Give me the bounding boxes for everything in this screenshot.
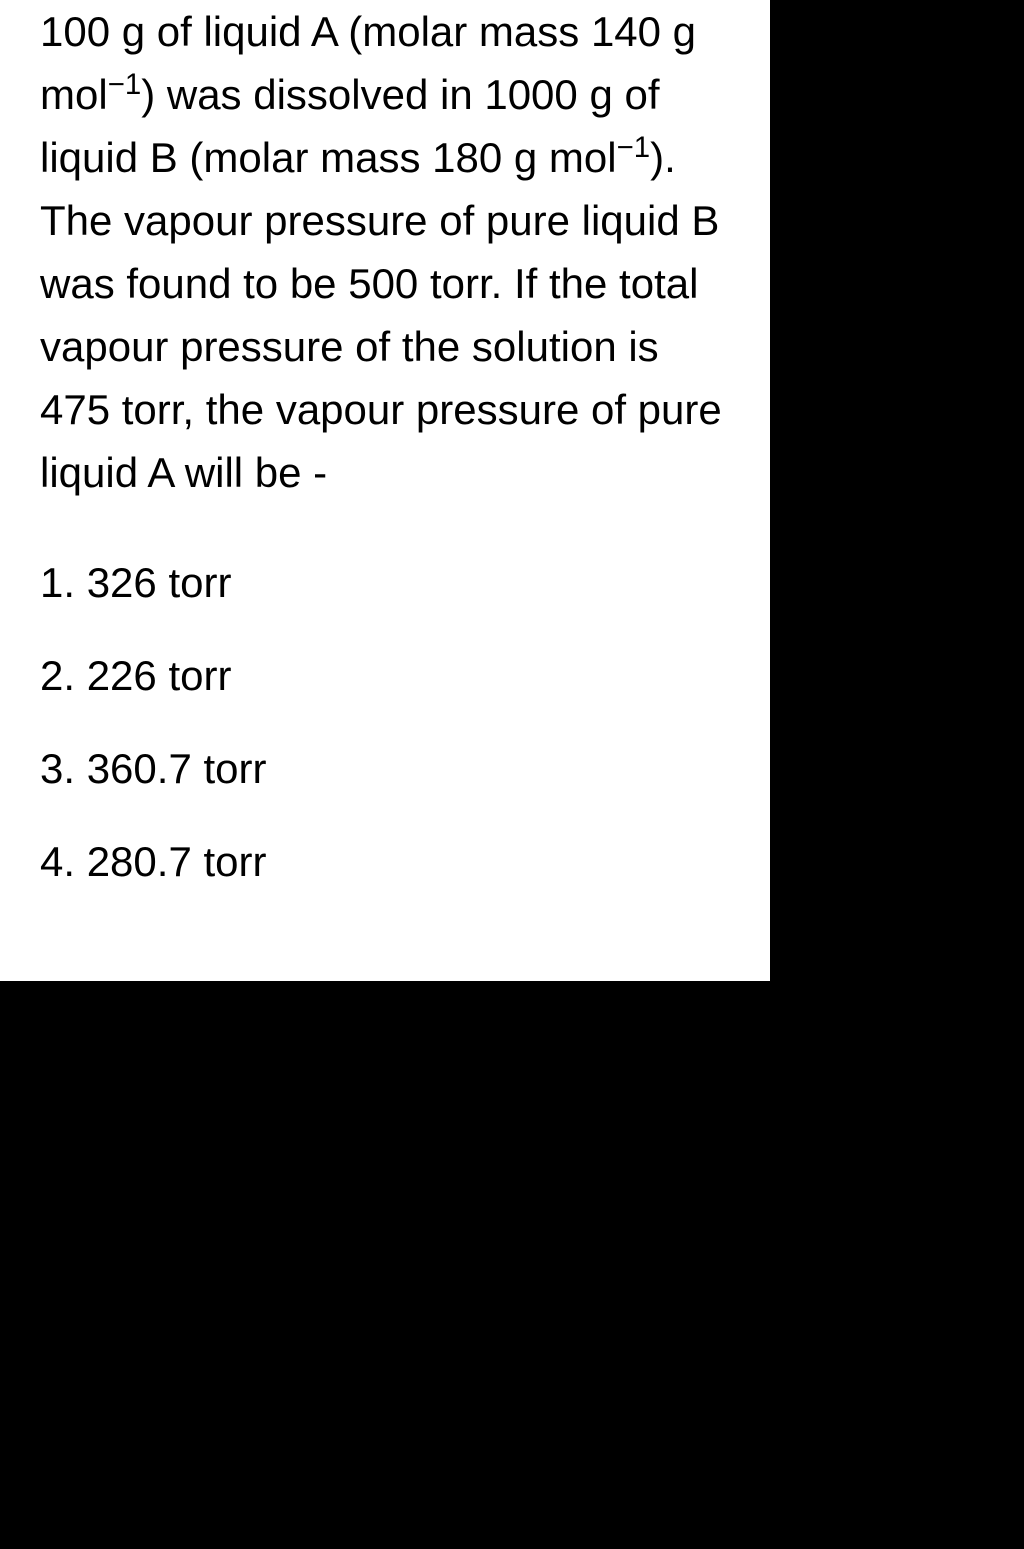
- option-text: 360.7 torr: [87, 745, 267, 792]
- option-item: 4. 280.7 torr: [40, 838, 730, 886]
- question-text: 100 g of liquid A (molar mass 140 g mol−…: [40, 0, 730, 504]
- option-text: 226 torr: [87, 652, 232, 699]
- question-part3: ). The vapour pressure of pure liquid B …: [40, 134, 722, 496]
- question-sup1: −1: [108, 68, 142, 101]
- options-list: 1. 326 torr 2. 226 torr 3. 360.7 torr 4.…: [40, 559, 730, 886]
- option-number: 2.: [40, 652, 75, 699]
- option-item: 2. 226 torr: [40, 652, 730, 700]
- option-item: 3. 360.7 torr: [40, 745, 730, 793]
- question-sup2: −1: [617, 131, 651, 164]
- option-number: 3.: [40, 745, 75, 792]
- content-panel: 100 g of liquid A (molar mass 140 g mol−…: [0, 0, 770, 981]
- option-number: 1.: [40, 559, 75, 606]
- option-text: 280.7 torr: [87, 838, 267, 885]
- option-item: 1. 326 torr: [40, 559, 730, 607]
- option-number: 4.: [40, 838, 75, 885]
- option-text: 326 torr: [87, 559, 232, 606]
